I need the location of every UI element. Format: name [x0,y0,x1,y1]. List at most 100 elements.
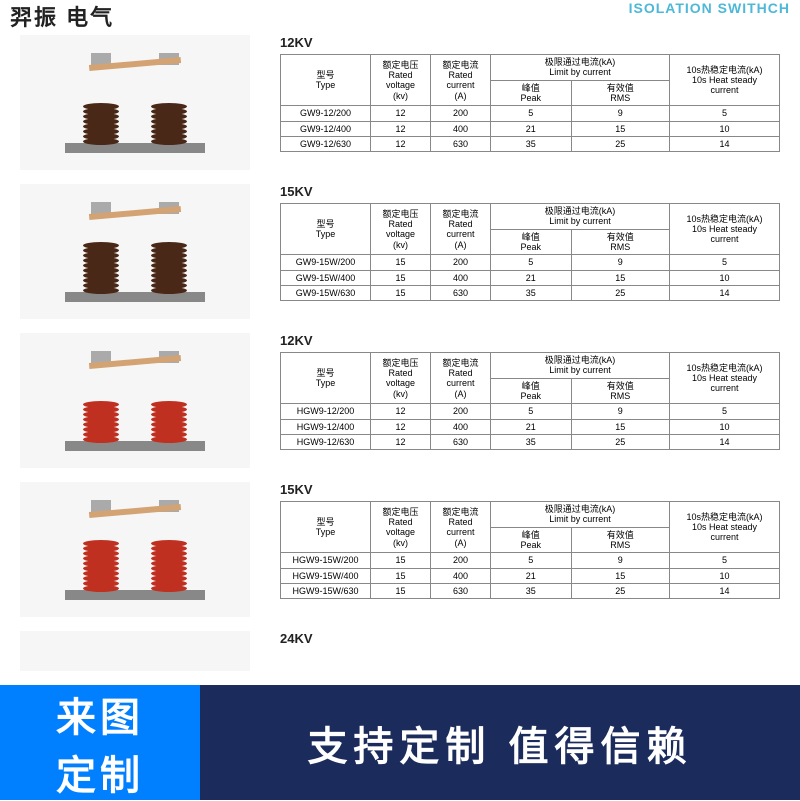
th-rms: 有效值RMS [571,527,669,553]
th-voltage: 额定电压Ratedvoltage(kv) [371,55,431,106]
spec-table: 型号Type 额定电压Ratedvoltage(kv) 额定电流Ratedcur… [280,54,780,152]
table-row: HGW9-12/200 12 200 5 9 5 [281,404,780,419]
cell-peak: 5 [491,404,572,419]
cell-heat: 10 [670,121,780,136]
spec-table: 型号Type 额定电压Ratedvoltage(kv) 额定电流Ratedcur… [280,501,780,599]
th-peak: 峰值Peak [491,378,572,404]
cell-rms: 15 [571,568,669,583]
cell-type: GW9-12/200 [281,106,371,121]
cell-current: 630 [431,584,491,599]
cell-heat: 5 [670,106,780,121]
product-image [20,184,250,319]
cell-current: 200 [431,404,491,419]
cell-heat: 5 [670,404,780,419]
cell-peak: 21 [491,270,572,285]
cell-type: HGW9-12/400 [281,419,371,434]
product-image [20,35,250,170]
cell-heat: 10 [670,419,780,434]
cell-voltage: 12 [371,121,431,136]
spec-section: 24KV [20,631,780,671]
cell-type: HGW9-12/200 [281,404,371,419]
cell-rms: 25 [571,137,669,152]
cell-peak: 21 [491,568,572,583]
cell-rms: 9 [571,106,669,121]
th-type: 型号Type [281,502,371,553]
table-row: HGW9-12/400 12 400 21 15 10 [281,419,780,434]
cell-type: GW9-12/400 [281,121,371,136]
cell-heat: 14 [670,584,780,599]
th-type: 型号Type [281,55,371,106]
th-heat: 10s热稳定电流(kA)10s Heat steadycurrent [670,353,780,404]
cell-voltage: 15 [371,553,431,568]
cell-rms: 25 [571,584,669,599]
cell-rms: 9 [571,553,669,568]
th-voltage: 额定电压Ratedvoltage(kv) [371,204,431,255]
th-heat: 10s热稳定电流(kA)10s Heat steadycurrent [670,204,780,255]
table-row: GW9-15W/200 15 200 5 9 5 [281,255,780,270]
cell-heat: 5 [670,255,780,270]
cell-rms: 15 [571,270,669,285]
th-peak: 峰值Peak [491,527,572,553]
spec-table-block: 15KV 型号Type 额定电压Ratedvoltage(kv) 额定电流Rat… [280,184,780,301]
cell-current: 630 [431,137,491,152]
cell-rms: 9 [571,255,669,270]
table-row: GW9-12/200 12 200 5 9 5 [281,106,780,121]
cell-current: 400 [431,121,491,136]
cell-peak: 5 [491,255,572,270]
product-image [20,333,250,468]
footer-badge: 来图 定制 [0,685,200,800]
footer-main-text: 支持定制 值得信赖 [200,714,800,772]
th-rms: 有效值RMS [571,229,669,255]
cell-voltage: 15 [371,584,431,599]
product-image [20,631,250,671]
spec-section: 15KV 型号Type 额定电压Ratedvoltage(kv) 额定电流Rat… [20,184,780,319]
cell-heat: 14 [670,435,780,450]
voltage-title: 15KV [280,482,780,497]
cell-type: HGW9-15W/400 [281,568,371,583]
cell-peak: 35 [491,286,572,301]
cell-voltage: 12 [371,404,431,419]
cell-voltage: 15 [371,568,431,583]
th-voltage: 额定电压Ratedvoltage(kv) [371,502,431,553]
cell-rms: 15 [571,121,669,136]
th-heat: 10s热稳定电流(kA)10s Heat steadycurrent [670,55,780,106]
th-limit: 极限通过电流(kA)Limit by current [491,204,670,230]
cell-rms: 15 [571,419,669,434]
table-row: GW9-15W/400 15 400 21 15 10 [281,270,780,285]
cell-peak: 21 [491,419,572,434]
content-area: 12KV 型号Type 额定电压Ratedvoltage(kv) 额定电流Rat… [0,30,800,685]
cell-voltage: 15 [371,270,431,285]
th-current: 额定电流Ratedcurrent(A) [431,55,491,106]
spec-table-block: 24KV [280,631,780,650]
cell-type: GW9-15W/630 [281,286,371,301]
cell-voltage: 12 [371,137,431,152]
th-voltage: 额定电压Ratedvoltage(kv) [371,353,431,404]
cell-heat: 14 [670,286,780,301]
cell-voltage: 15 [371,255,431,270]
badge-line-1: 来图 [56,685,144,743]
th-current: 额定电流Ratedcurrent(A) [431,502,491,553]
spec-table: 型号Type 额定电压Ratedvoltage(kv) 额定电流Ratedcur… [280,352,780,450]
cell-peak: 35 [491,435,572,450]
isolation-switch-illustration [65,202,205,302]
voltage-title: 15KV [280,184,780,199]
isolation-switch-illustration [65,500,205,600]
cell-current: 400 [431,568,491,583]
cell-peak: 21 [491,121,572,136]
th-peak: 峰值Peak [491,229,572,255]
cell-current: 400 [431,419,491,434]
table-row: HGW9-15W/200 15 200 5 9 5 [281,553,780,568]
cell-peak: 35 [491,584,572,599]
cell-heat: 10 [670,270,780,285]
cell-rms: 25 [571,435,669,450]
table-row: HGW9-15W/400 15 400 21 15 10 [281,568,780,583]
th-limit: 极限通过电流(kA)Limit by current [491,353,670,379]
product-image [20,482,250,617]
cell-voltage: 12 [371,106,431,121]
th-current: 额定电流Ratedcurrent(A) [431,204,491,255]
th-peak: 峰值Peak [491,80,572,106]
spec-section: 12KV 型号Type 额定电压Ratedvoltage(kv) 额定电流Rat… [20,35,780,170]
voltage-title: 24KV [280,631,780,646]
cell-type: GW9-15W/200 [281,255,371,270]
spec-section: 15KV 型号Type 额定电压Ratedvoltage(kv) 额定电流Rat… [20,482,780,617]
